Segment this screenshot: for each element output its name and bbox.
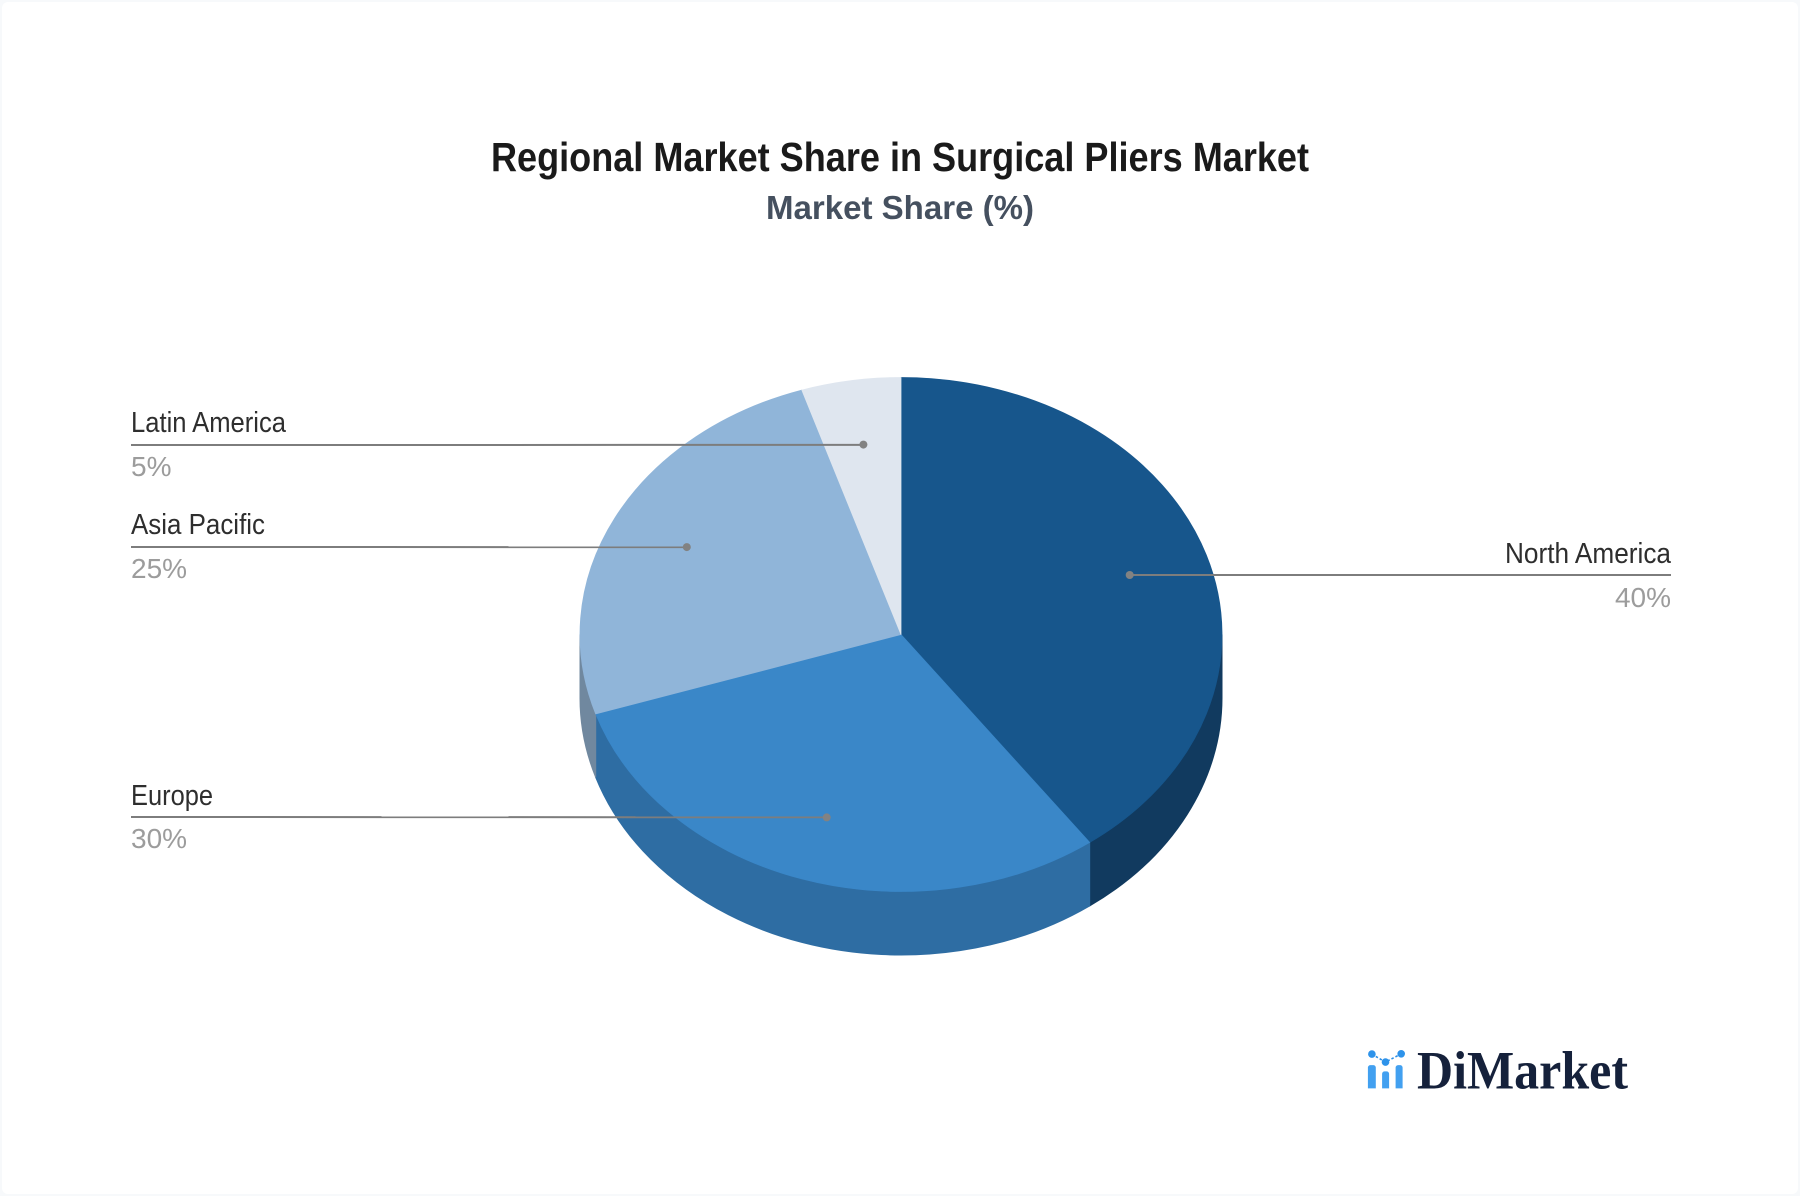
svg-text:Latin America: Latin America [131, 407, 287, 439]
svg-text:Asia Pacific: Asia Pacific [131, 509, 265, 541]
svg-text:5%: 5% [131, 451, 171, 482]
svg-text:DiMarket: DiMarket [1417, 1040, 1628, 1100]
svg-text:40%: 40% [1615, 582, 1671, 613]
svg-text:Market Share (%): Market Share (%) [766, 189, 1034, 226]
svg-text:North America: North America [1505, 538, 1672, 570]
svg-text:30%: 30% [131, 823, 187, 854]
svg-text:25%: 25% [131, 553, 187, 584]
svg-text:Europe: Europe [131, 780, 213, 812]
svg-text:Regional Market Share in Surgi: Regional Market Share in Surgical Pliers… [491, 134, 1309, 180]
